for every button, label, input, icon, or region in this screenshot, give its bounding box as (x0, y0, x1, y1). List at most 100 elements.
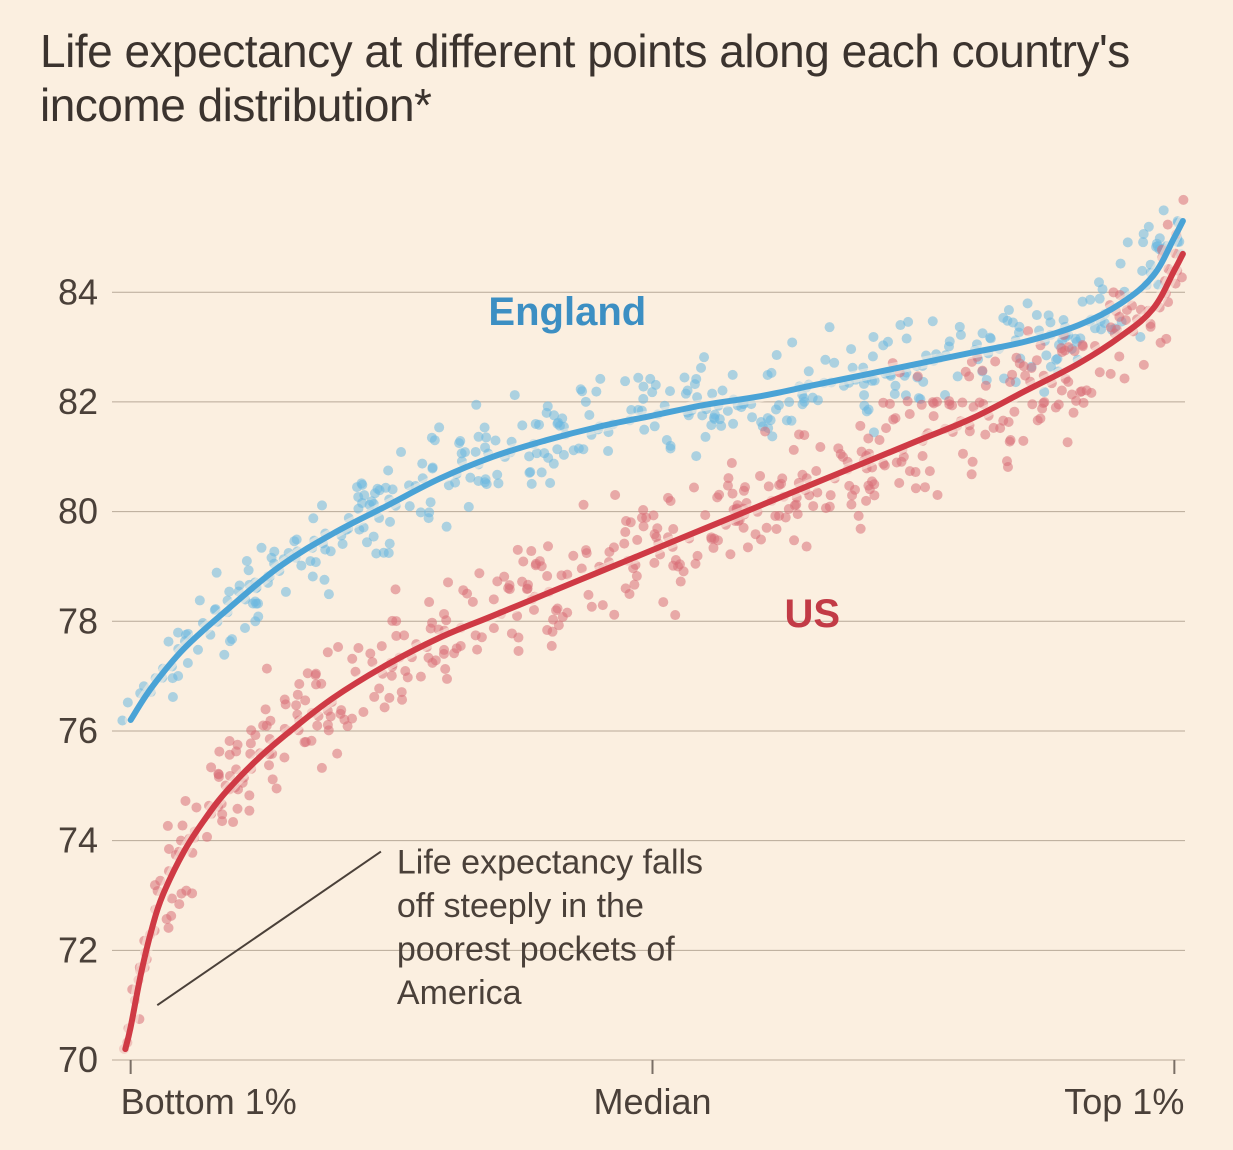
scatter-point (846, 500, 856, 510)
scatter-point (296, 561, 306, 571)
scatter-point (772, 524, 782, 534)
scatter-point (690, 559, 700, 569)
scatter-point (920, 482, 930, 492)
scatter-point (925, 466, 935, 476)
scatter-point (621, 583, 631, 593)
scatter-point (609, 610, 619, 620)
scatter-point (289, 536, 299, 546)
scatter-point (639, 425, 649, 435)
scatter-point (1057, 386, 1067, 396)
x-tick-label: Median (593, 1081, 711, 1122)
scatter-point (990, 356, 1000, 366)
scatter-point (439, 609, 449, 619)
scatter-point (261, 704, 271, 714)
scatter-point (300, 695, 310, 705)
scatter-point (424, 597, 434, 607)
us-scatter (119, 195, 1188, 1054)
scatter-point (700, 510, 710, 520)
scatter-point (311, 679, 321, 689)
scatter-point (465, 473, 475, 483)
scatter-point (701, 432, 711, 442)
scatter-point (1004, 305, 1014, 315)
scatter-point (638, 394, 648, 404)
scatter-point (524, 468, 534, 478)
scatter-point (319, 575, 329, 585)
england-line-halo (131, 221, 1183, 720)
scatter-point (1095, 367, 1105, 377)
scatter-point (978, 328, 988, 338)
scatter-point (629, 580, 639, 590)
scatter-point (598, 600, 608, 610)
scatter-point (855, 421, 865, 431)
scatter-point (760, 426, 770, 436)
scatter-point (715, 414, 725, 424)
scatter-point (680, 372, 690, 382)
y-tick-label: 82 (58, 381, 98, 422)
scatter-point (1023, 298, 1033, 308)
scatter-point (764, 481, 774, 491)
scatter-point (804, 366, 814, 376)
scatter-point (676, 577, 686, 587)
scatter-point (863, 433, 873, 443)
scatter-point (797, 470, 807, 480)
scatter-point (638, 382, 648, 392)
scatter-point (253, 612, 263, 622)
scatter-point (771, 404, 781, 414)
scatter-point (789, 445, 799, 455)
scatter-point (981, 381, 991, 391)
scatter-point (214, 769, 224, 779)
scatter-point (442, 522, 452, 532)
scatter-point (510, 390, 520, 400)
scatter-point (1032, 310, 1042, 320)
scatter-point (164, 844, 174, 854)
scatter-point (443, 577, 453, 587)
scatter-point (228, 817, 238, 827)
scatter-point (385, 539, 395, 549)
scatter-point (537, 467, 547, 477)
scatter-point (324, 589, 334, 599)
y-tick-label: 84 (58, 271, 98, 312)
scatter-point (581, 545, 591, 555)
scatter-point (762, 523, 772, 533)
scatter-point (595, 374, 605, 384)
scatter-point (323, 647, 333, 657)
scatter-point (214, 747, 224, 757)
scatter-point (480, 423, 490, 433)
scatter-point (362, 537, 372, 547)
scatter-point (123, 697, 133, 707)
scatter-point (489, 623, 499, 633)
scatter-point (1008, 317, 1018, 327)
scatter-point (281, 699, 291, 709)
scatter-point (1041, 350, 1051, 360)
scatter-point (527, 479, 537, 489)
y-tick-label: 76 (58, 710, 98, 751)
scatter-point (305, 556, 315, 566)
scatter-point (553, 603, 563, 613)
scatter-point (217, 809, 227, 819)
scatter-point (426, 497, 436, 507)
scatter-point (825, 502, 835, 512)
scatter-point (377, 641, 387, 651)
scatter-point (913, 371, 923, 381)
scatter-point (652, 523, 662, 533)
scatter-point (1009, 407, 1019, 417)
scatter-point (903, 317, 913, 327)
scatter-point (163, 637, 173, 647)
scatter-point (861, 496, 871, 506)
scatter-point (387, 671, 397, 681)
scatter-point (859, 390, 869, 400)
scatter-point (706, 420, 716, 430)
scatter-point (306, 736, 316, 746)
scatter-point (507, 628, 517, 638)
scatter-point (474, 568, 484, 578)
scatter-point (272, 783, 282, 793)
scatter-point (584, 410, 594, 420)
scatter-point (1014, 328, 1024, 338)
scatter-point (1051, 403, 1061, 413)
scatter-point (802, 542, 812, 552)
scatter-point (1063, 437, 1073, 447)
scatter-point (227, 634, 237, 644)
scatter-point (358, 707, 368, 717)
scatter-point (903, 396, 913, 406)
scatter-point (353, 643, 363, 653)
